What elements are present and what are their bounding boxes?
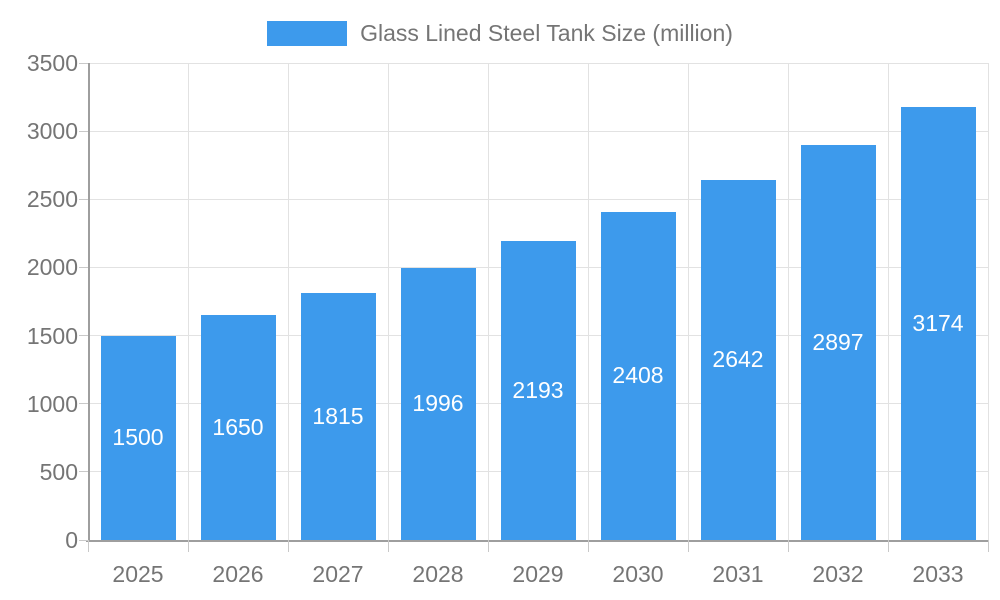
x-axis-tick — [487, 540, 489, 552]
bar[interactable]: 1815 — [300, 292, 376, 540]
bar[interactable]: 2897 — [800, 145, 876, 540]
bar-value-label: 2897 — [812, 329, 864, 356]
bar-value-label: 2193 — [512, 377, 564, 404]
gridline-v — [287, 63, 289, 540]
x-axis-tick-label: 2028 — [412, 561, 464, 587]
y-axis-tick-label: 500 — [39, 458, 78, 485]
y-axis-tick — [79, 62, 88, 64]
bar[interactable]: 1500 — [100, 335, 176, 540]
x-axis-tick-label: 2026 — [212, 561, 264, 587]
gridline-v — [787, 63, 789, 540]
x-axis-tick — [387, 540, 389, 552]
x-axis-tick-label: 2031 — [712, 561, 764, 587]
y-axis-tick-label: 2000 — [26, 254, 78, 281]
gridline-v — [987, 63, 989, 540]
x-axis-tick — [587, 540, 589, 552]
y-axis-tick — [79, 130, 88, 132]
bar[interactable]: 3174 — [900, 107, 976, 540]
bar-value-label: 1500 — [112, 424, 164, 451]
y-axis-tick — [79, 335, 88, 337]
x-axis-tick — [687, 540, 689, 552]
bar[interactable]: 2642 — [700, 179, 776, 540]
y-axis-tick-label: 2500 — [26, 186, 78, 213]
bar-value-label: 2642 — [712, 346, 764, 373]
gridline-h — [88, 62, 988, 64]
x-axis-tick — [287, 540, 289, 552]
bar[interactable]: 2193 — [500, 241, 576, 540]
x-axis-tick-label: 2033 — [912, 561, 964, 587]
gridline-v — [687, 63, 689, 540]
x-axis-tick-label: 2025 — [112, 561, 164, 587]
gridline-v — [487, 63, 489, 540]
x-axis-tick — [987, 540, 989, 552]
y-axis-tick — [79, 198, 88, 200]
y-axis-tick — [79, 266, 88, 268]
bar-value-label: 1815 — [312, 402, 364, 429]
y-axis-tick — [79, 471, 88, 473]
x-axis-tick-label: 2032 — [812, 561, 864, 587]
bar[interactable]: 1996 — [400, 267, 476, 540]
y-axis-tick-label: 0 — [65, 527, 78, 553]
bar[interactable]: 2408 — [600, 211, 676, 540]
x-axis-tick — [887, 540, 889, 552]
y-axis-line — [88, 63, 90, 540]
gridline-v — [887, 63, 889, 540]
x-axis-tick — [87, 540, 89, 552]
x-axis-tick-label: 2029 — [512, 561, 564, 587]
x-axis-tick-label: 2030 — [612, 561, 664, 587]
bar-value-label: 2408 — [612, 362, 664, 389]
plot-area: 1500 1650 1815 1996 2193 2408 2642 2897 3174 — [86, 62, 989, 542]
legend-label: Glass Lined Steel Tank Size (million) — [360, 19, 733, 46]
x-axis-line — [86, 540, 988, 542]
y-axis-tick — [79, 539, 88, 541]
y-axis-tick — [79, 403, 88, 405]
legend[interactable]: Glass Lined Steel Tank Size (million) — [0, 17, 1000, 49]
y-axis-tick-label: 1000 — [26, 390, 78, 417]
gridline-v — [587, 63, 589, 540]
y-axis-tick-label: 1500 — [26, 322, 78, 349]
gridline-h — [88, 198, 988, 200]
bar[interactable]: 1650 — [200, 315, 276, 540]
y-axis-tick-label: 3500 — [26, 50, 78, 76]
x-axis-tick-label: 2027 — [312, 561, 364, 587]
legend-swatch — [267, 20, 348, 46]
gridline-v — [187, 63, 189, 540]
bar-value-label: 1650 — [212, 414, 264, 441]
bar-value-label: 3174 — [912, 310, 964, 337]
gridline-h — [88, 130, 988, 132]
x-axis-tick — [187, 540, 189, 552]
gridline-v — [387, 63, 389, 540]
x-axis-tick — [787, 540, 789, 552]
bar-value-label: 1996 — [412, 390, 464, 417]
y-axis-tick-label: 3000 — [26, 118, 78, 145]
